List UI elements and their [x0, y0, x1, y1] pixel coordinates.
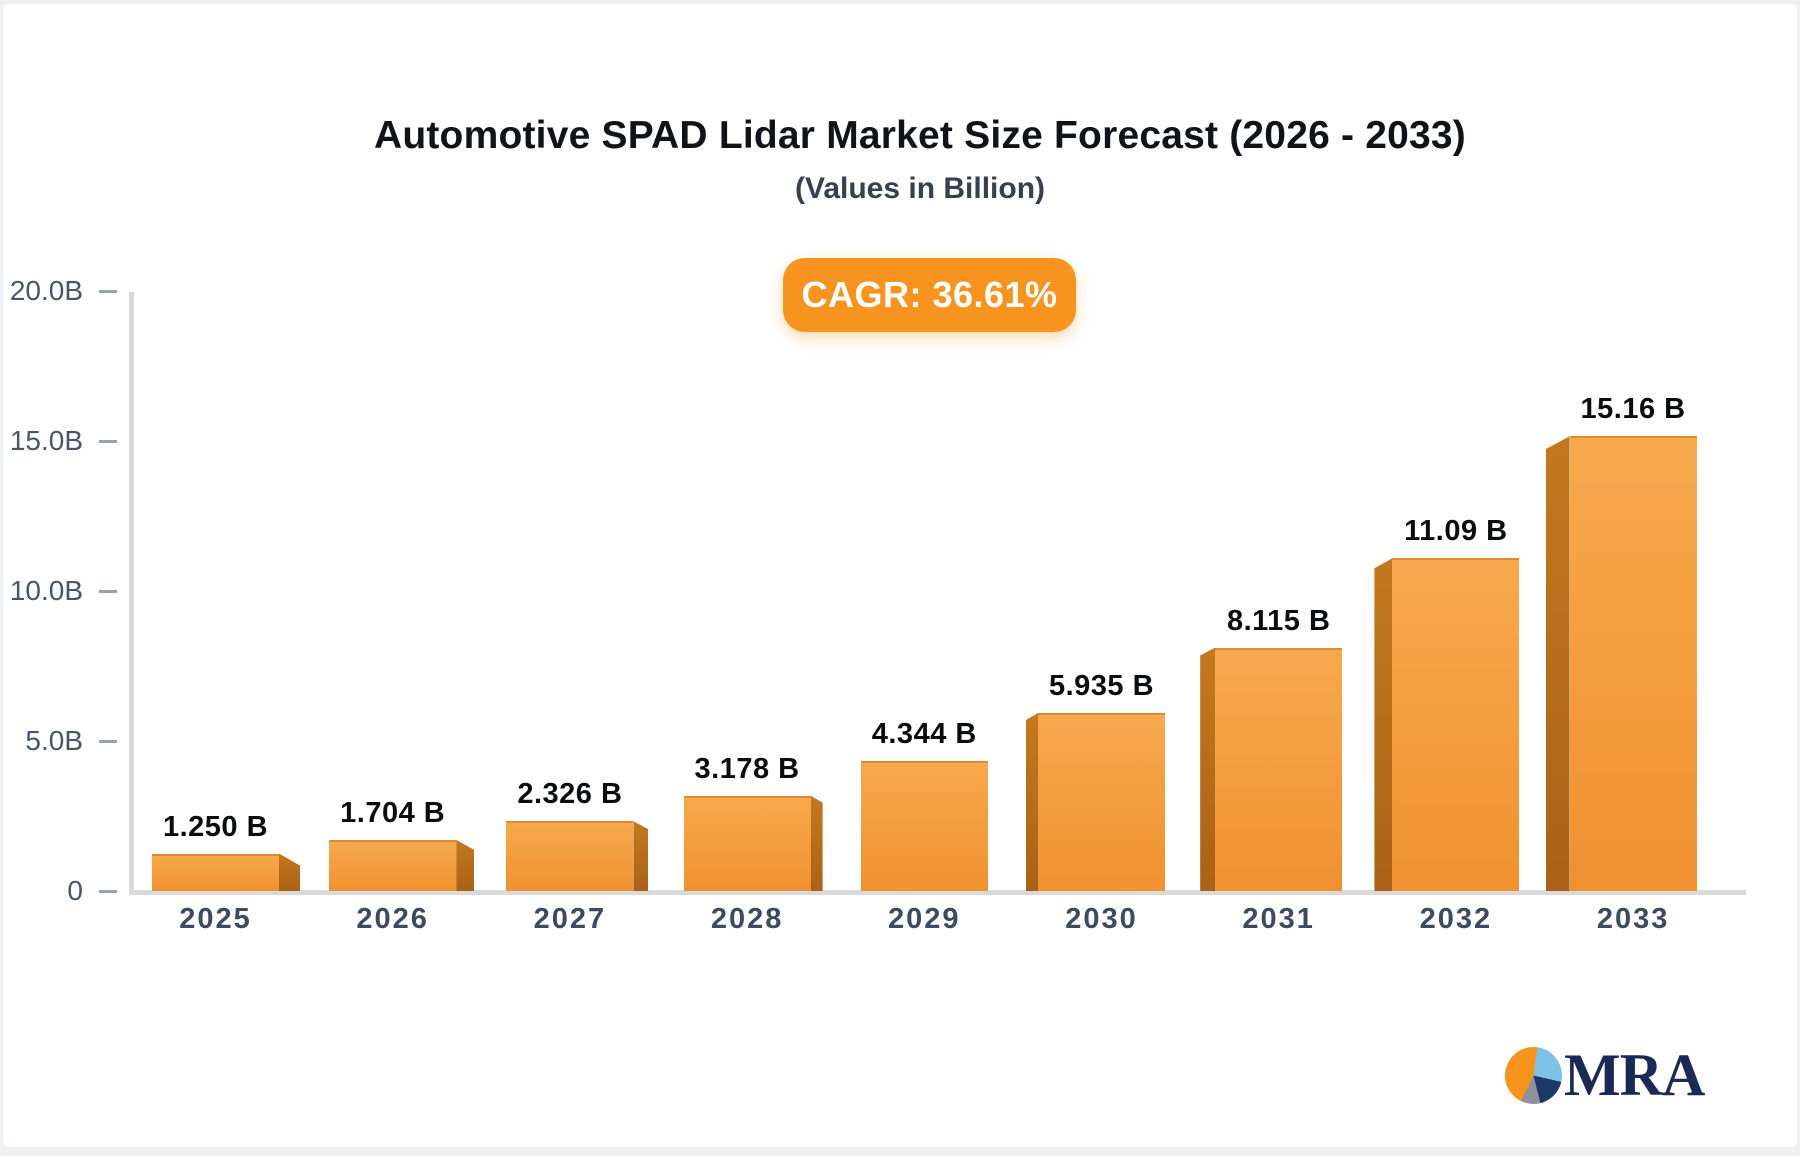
x-axis-label-2025: 2025: [179, 903, 252, 935]
bar-2030: [1038, 712, 1165, 891]
pie-chart-icon: [1505, 1046, 1562, 1104]
bar-2028: [683, 795, 811, 891]
y-axis-tick-label: 15.0B: [9, 425, 83, 456]
bar-2033: [1569, 436, 1697, 891]
y-axis-tick: [99, 740, 117, 743]
y-axis-tick-label: 5.0B: [25, 725, 83, 756]
x-axis-line: [129, 890, 1746, 895]
mra-logo: MRA: [1505, 1040, 1705, 1110]
bar-side-2030: [1026, 712, 1038, 891]
bar-side-2031: [1200, 647, 1216, 891]
bar-side-2025: [279, 853, 300, 891]
bar-side-2028: [810, 795, 823, 891]
chart-subtitle: (Values in Billion): [794, 172, 1046, 205]
bar-value-label-2032: 11.09 B: [1404, 515, 1508, 548]
x-axis-label-2026: 2026: [356, 903, 429, 935]
y-axis-tick-label: 20.0B: [9, 275, 83, 306]
bar-2027: [506, 821, 634, 891]
bar-2026: [329, 839, 457, 891]
bar-side-2032: [1374, 558, 1393, 891]
y-axis-tick: [99, 590, 117, 593]
bar-value-label-2031: 8.115 B: [1226, 604, 1331, 637]
chart-title: Automotive SPAD Lidar Market Size Foreca…: [373, 114, 1466, 157]
y-axis-tick: [99, 290, 117, 293]
bar-value-label-2030: 5.935 B: [1048, 669, 1155, 702]
x-axis-label-2032: 2032: [1419, 903, 1493, 935]
bar-value-label-2029: 4.344 B: [871, 717, 977, 750]
bar-side-2026: [456, 839, 475, 891]
y-axis-tick-label: 10.0B: [9, 575, 83, 606]
y-axis-line: [129, 292, 134, 894]
bar-value-label-2025: 1.250 B: [162, 810, 269, 843]
chart-card: Automotive SPAD Lidar Market Size Foreca…: [3, 4, 1797, 1147]
x-axis-label-2029: 2029: [888, 903, 961, 935]
bar-2032: [1392, 558, 1520, 891]
x-axis-label-2028: 2028: [710, 903, 784, 935]
bar-2029: [860, 760, 988, 891]
bar-side-2027: [633, 821, 649, 891]
bar-value-label-2028: 3.178 B: [694, 752, 800, 785]
y-axis-tick: [99, 890, 117, 893]
x-axis-label-2031: 2031: [1242, 903, 1315, 935]
logo-text: MRA: [1564, 1042, 1705, 1108]
y-axis-tick-label: 0: [67, 875, 83, 906]
cagr-badge-label: CAGR: 36.61%: [801, 274, 1058, 315]
bar-value-label-2027: 2.326 B: [517, 778, 623, 811]
x-axis-label-2030: 2030: [1065, 903, 1138, 935]
x-axis-label-2033: 2033: [1596, 903, 1670, 935]
bar-2025: [152, 853, 279, 891]
x-axis-label-2027: 2027: [533, 903, 607, 935]
bar-value-label-2033: 15.16 B: [1580, 393, 1686, 426]
cagr-badge: CAGR: 36.61%: [783, 258, 1076, 332]
bar-side-2033: [1545, 436, 1570, 891]
bar-value-label-2026: 1.704 B: [340, 796, 446, 829]
bar-2031: [1215, 647, 1343, 891]
y-axis-tick: [99, 440, 117, 443]
